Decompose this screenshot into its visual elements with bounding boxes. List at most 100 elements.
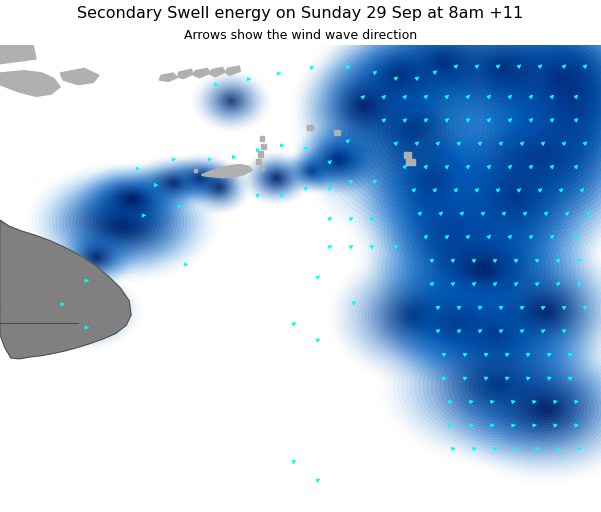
- Ellipse shape: [267, 170, 286, 186]
- Ellipse shape: [552, 77, 590, 124]
- Ellipse shape: [471, 77, 601, 218]
- Ellipse shape: [222, 93, 241, 109]
- Ellipse shape: [477, 156, 557, 233]
- Ellipse shape: [506, 18, 601, 183]
- Ellipse shape: [457, 357, 541, 414]
- Ellipse shape: [495, 174, 538, 216]
- Ellipse shape: [499, 375, 594, 443]
- Ellipse shape: [380, 131, 498, 239]
- Ellipse shape: [331, 77, 397, 134]
- Ellipse shape: [430, 177, 448, 194]
- Ellipse shape: [215, 88, 248, 114]
- Ellipse shape: [517, 120, 576, 175]
- Ellipse shape: [275, 177, 278, 179]
- Ellipse shape: [88, 251, 105, 264]
- Ellipse shape: [495, 270, 599, 352]
- Ellipse shape: [503, 378, 591, 441]
- Ellipse shape: [193, 172, 210, 184]
- Ellipse shape: [394, 197, 579, 341]
- Ellipse shape: [538, 304, 556, 318]
- Ellipse shape: [97, 177, 168, 221]
- Ellipse shape: [326, 149, 353, 170]
- Ellipse shape: [558, 86, 584, 117]
- Ellipse shape: [408, 37, 475, 90]
- Ellipse shape: [485, 365, 601, 454]
- Ellipse shape: [110, 214, 136, 231]
- Ellipse shape: [409, 311, 421, 321]
- Ellipse shape: [205, 175, 234, 200]
- Ellipse shape: [469, 46, 528, 91]
- Ellipse shape: [43, 286, 120, 336]
- Ellipse shape: [118, 190, 146, 208]
- Ellipse shape: [380, 163, 533, 301]
- Ellipse shape: [325, 147, 355, 171]
- Ellipse shape: [198, 176, 205, 181]
- Ellipse shape: [180, 163, 222, 193]
- Ellipse shape: [484, 163, 550, 226]
- Ellipse shape: [368, 280, 461, 352]
- Ellipse shape: [60, 297, 102, 325]
- Ellipse shape: [159, 173, 190, 193]
- Ellipse shape: [478, 372, 520, 400]
- Ellipse shape: [435, 212, 478, 251]
- Ellipse shape: [157, 172, 192, 194]
- Ellipse shape: [540, 404, 554, 415]
- Ellipse shape: [316, 141, 363, 178]
- Ellipse shape: [384, 166, 529, 297]
- Ellipse shape: [76, 193, 170, 252]
- Ellipse shape: [356, 45, 437, 111]
- Ellipse shape: [113, 216, 133, 229]
- Ellipse shape: [120, 220, 127, 225]
- Ellipse shape: [362, 275, 467, 357]
- Ellipse shape: [488, 93, 601, 203]
- Ellipse shape: [83, 197, 163, 248]
- Ellipse shape: [439, 61, 445, 66]
- Ellipse shape: [90, 202, 157, 243]
- Ellipse shape: [448, 352, 549, 420]
- Ellipse shape: [152, 169, 197, 196]
- Ellipse shape: [481, 362, 601, 456]
- Ellipse shape: [269, 173, 284, 184]
- Ellipse shape: [448, 29, 550, 108]
- Ellipse shape: [213, 87, 249, 115]
- Ellipse shape: [362, 49, 432, 106]
- Ellipse shape: [212, 86, 251, 116]
- Ellipse shape: [188, 168, 215, 188]
- Ellipse shape: [333, 154, 346, 165]
- Ellipse shape: [334, 79, 394, 132]
- Ellipse shape: [79, 195, 167, 250]
- Ellipse shape: [432, 209, 482, 254]
- Polygon shape: [226, 66, 240, 75]
- Ellipse shape: [331, 153, 348, 166]
- Ellipse shape: [62, 298, 100, 324]
- Ellipse shape: [78, 243, 114, 272]
- Ellipse shape: [395, 28, 488, 100]
- Ellipse shape: [230, 100, 233, 102]
- Ellipse shape: [375, 60, 418, 95]
- Ellipse shape: [340, 55, 483, 203]
- Ellipse shape: [495, 332, 502, 337]
- Ellipse shape: [507, 380, 587, 438]
- Ellipse shape: [257, 163, 296, 194]
- Ellipse shape: [498, 273, 596, 350]
- Ellipse shape: [310, 169, 316, 174]
- Ellipse shape: [420, 47, 463, 80]
- Ellipse shape: [321, 145, 358, 174]
- Ellipse shape: [220, 92, 243, 110]
- Ellipse shape: [86, 200, 160, 245]
- Ellipse shape: [117, 218, 130, 227]
- Ellipse shape: [206, 176, 233, 199]
- Ellipse shape: [296, 159, 329, 184]
- Ellipse shape: [430, 289, 568, 380]
- Ellipse shape: [496, 373, 598, 446]
- Ellipse shape: [383, 67, 410, 89]
- Ellipse shape: [115, 188, 150, 210]
- Ellipse shape: [459, 308, 539, 361]
- Ellipse shape: [404, 35, 479, 93]
- Ellipse shape: [390, 296, 439, 335]
- Ellipse shape: [105, 182, 160, 216]
- Ellipse shape: [273, 175, 280, 181]
- Ellipse shape: [377, 129, 501, 242]
- Ellipse shape: [446, 317, 468, 334]
- Ellipse shape: [332, 46, 492, 212]
